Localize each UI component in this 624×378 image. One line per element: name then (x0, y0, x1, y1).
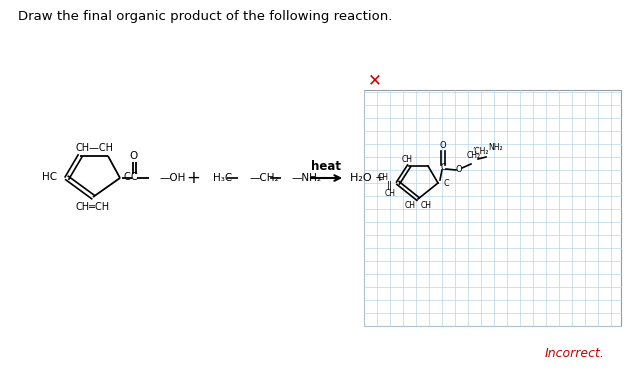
Text: C: C (443, 178, 449, 187)
Text: CH: CH (404, 201, 416, 211)
Text: CH: CH (384, 189, 396, 198)
Text: O: O (440, 141, 446, 150)
Text: C: C (440, 164, 446, 172)
Text: HC: HC (42, 172, 57, 182)
Bar (364, 90, 621, 326)
Text: H₃C: H₃C (213, 173, 232, 183)
Text: Draw the final organic product of the following reaction.: Draw the final organic product of the fo… (18, 10, 392, 23)
Text: +: + (186, 169, 200, 187)
Text: ✕: ✕ (368, 71, 382, 89)
Text: —NH₂: —NH₂ (291, 173, 321, 183)
Text: CH: CH (378, 174, 389, 183)
Text: C: C (123, 172, 130, 182)
Text: H₂O +: H₂O + (350, 173, 384, 183)
Text: Incorrect.: Incorrect. (545, 347, 605, 360)
Text: CH: CH (421, 201, 432, 211)
Text: CH—CH: CH—CH (75, 143, 113, 153)
Text: —CH₂: —CH₂ (249, 173, 279, 183)
Text: CH═CH: CH═CH (76, 202, 110, 212)
Text: O: O (456, 166, 462, 175)
Text: —OH: —OH (160, 173, 187, 183)
Text: NH₂: NH₂ (489, 144, 504, 152)
Text: C: C (130, 172, 137, 182)
Text: CH: CH (401, 155, 412, 164)
Text: heat: heat (311, 161, 341, 174)
Text: O: O (130, 151, 138, 161)
Text: ||: || (387, 181, 393, 191)
Text: CH₂: CH₂ (467, 152, 481, 161)
Text: ’CH₂: ’CH₂ (473, 147, 489, 156)
